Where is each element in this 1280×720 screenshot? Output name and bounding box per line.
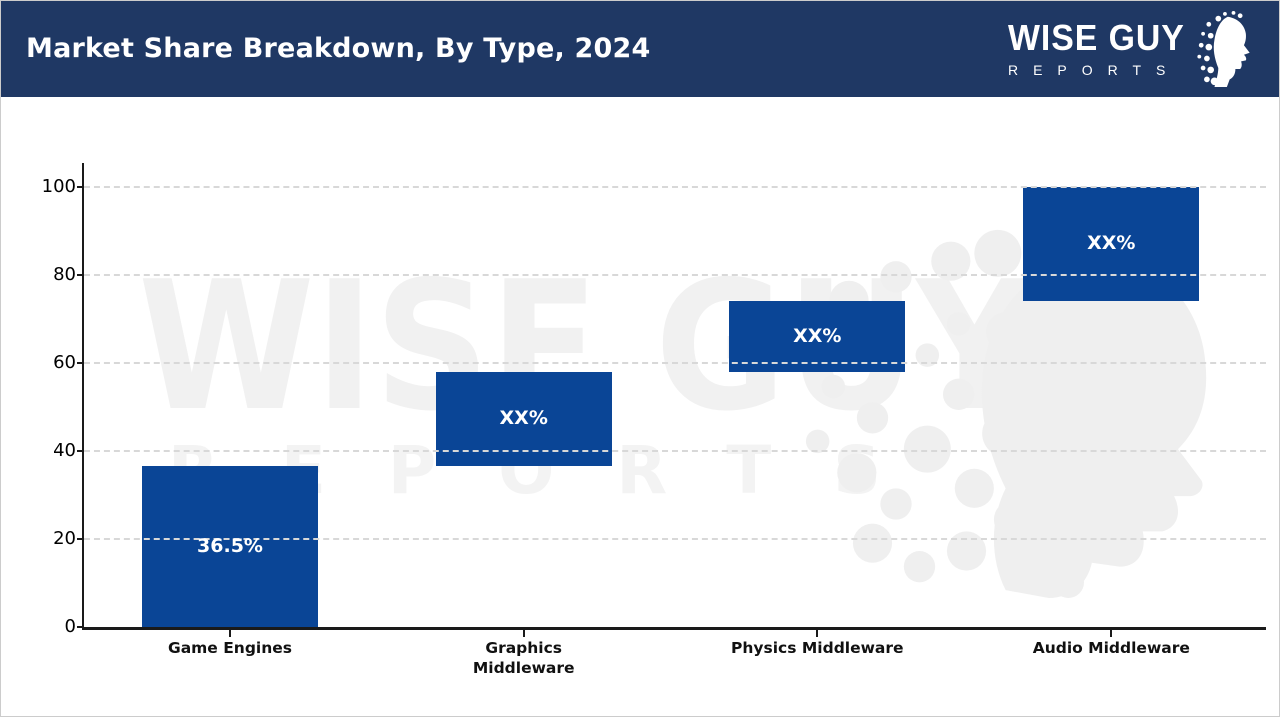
bar [142,466,318,627]
y-axis-tick-label: 0 [64,616,76,637]
bar-value-label: XX% [793,324,842,347]
gridline [84,186,1266,188]
logo-sub-text: REPORTS [1007,62,1181,78]
y-axis-tick-label: 20 [53,528,76,549]
x-axis-category-label: Game Engines [167,639,293,657]
bar-value-label: XX% [1087,232,1136,255]
gridline [84,362,1266,364]
y-axis-tick [77,450,84,452]
x-axis-tick [1110,630,1113,637]
wise-guy-reports-logo: WISE GUY REPORTS [1007,10,1254,87]
x-axis-line [82,627,1266,630]
logo-name-text: WISE GUY [1007,17,1185,58]
y-axis-tick-label: 80 [53,264,76,285]
y-axis-tick [77,626,84,628]
logo-text: WISE GUY REPORTS [1007,17,1196,78]
gridline [84,274,1266,276]
x-axis-category-label: Audio Middleware [1032,639,1190,657]
x-axis-tick [229,630,231,637]
bar-value-label: XX% [499,407,548,430]
y-axis-tick [77,186,84,188]
y-axis-tick-label: 100 [41,176,76,197]
gridline [84,538,1266,540]
chart-title: Market Share Breakdown, By Type, 2024 [26,33,651,64]
y-axis-tick [77,538,84,540]
y-axis-tick-label: 60 [53,352,76,373]
header-bar: Market Share Breakdown, By Type, 2024 WI… [0,0,1280,97]
x-axis-tick [522,630,525,637]
y-axis-tick [77,362,84,364]
y-axis-tick-label: 40 [53,440,76,461]
dotted-head-profile-icon [1197,10,1250,87]
bar-value-label: 36.5% [197,534,263,557]
x-axis-category-label: Graphics Middleware [472,639,575,677]
y-axis-line [82,163,84,630]
y-axis-tick [77,274,84,276]
x-axis-category-label: Physics Middleware [731,639,904,657]
gridline [84,450,1266,452]
x-axis-tick [816,630,819,637]
